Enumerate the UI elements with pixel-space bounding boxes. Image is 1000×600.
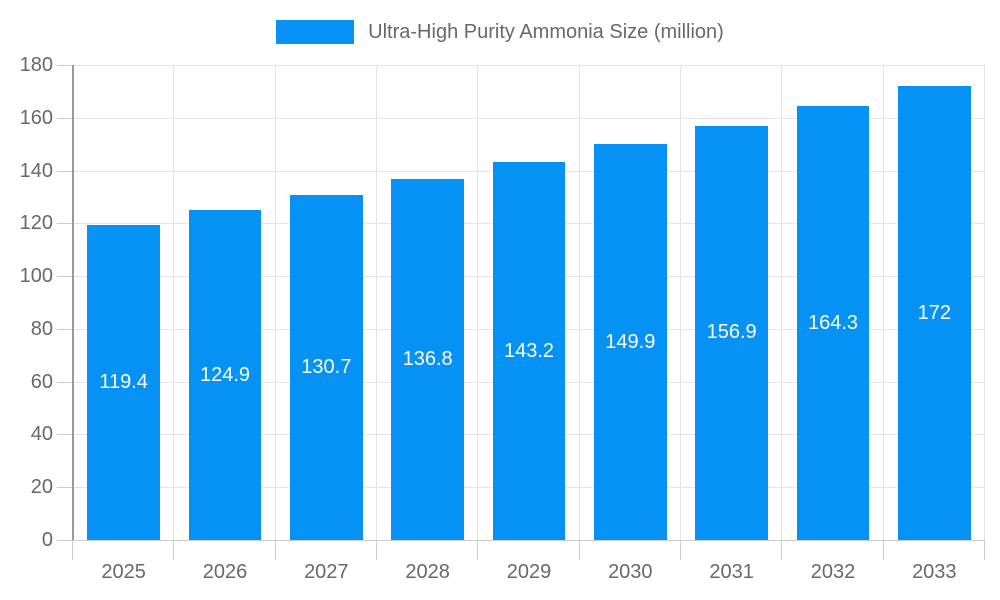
y-axis-tick (57, 223, 73, 225)
x-axis-tick (578, 540, 580, 560)
y-axis-tick-label: 180 (19, 54, 53, 76)
legend-item[interactable]: Ultra-High Purity Ammonia Size (million) (276, 20, 724, 44)
gridline-vertical (984, 65, 985, 540)
x-axis-tick-label: 2027 (304, 561, 349, 583)
x-axis-tick (679, 540, 681, 560)
gridline-vertical (274, 65, 276, 540)
x-axis-tick-label: 2030 (608, 561, 653, 583)
gridline-vertical (578, 65, 580, 540)
x-axis-tick-label: 2031 (709, 561, 754, 583)
x-axis-tick-label: 2032 (810, 561, 856, 583)
y-axis-tick-label: 80 (30, 317, 53, 340)
legend-label: Ultra-High Purity Ammonia Size (million) (368, 20, 724, 43)
bar[interactable]: 149.9 (593, 144, 667, 540)
bar-value-label: 156.9 (706, 321, 757, 344)
bar-value-label: 130.7 (301, 356, 352, 379)
gridline-vertical (477, 65, 479, 540)
y-axis-tick (57, 276, 73, 278)
bar[interactable]: 136.8 (391, 179, 465, 540)
x-axis-tick (477, 540, 479, 560)
x-axis-tick-label: 2026 (202, 561, 248, 583)
bar-value-label: 164.3 (807, 311, 859, 334)
x-axis-tick (173, 540, 175, 560)
bar[interactable]: 124.9 (188, 210, 262, 540)
bar[interactable]: 119.4 (87, 224, 161, 540)
bar[interactable]: 164.3 (796, 106, 870, 540)
y-axis-tick-label: 140 (19, 159, 53, 182)
y-axis-line (72, 65, 74, 540)
plot-area: 0 20 40 60 80 100 120 140 160 180 119.4 2025 124.9 20… (20, 55, 985, 582)
y-axis-tick (57, 487, 73, 489)
bar[interactable]: 130.7 (289, 195, 363, 540)
x-axis-tick (882, 540, 884, 560)
gridline-vertical (173, 65, 175, 540)
x-axis-tick-label: 2029 (506, 561, 552, 583)
y-axis-tick (57, 170, 73, 172)
bar-value-label: 119.4 (99, 370, 148, 393)
x-axis-tick (375, 540, 377, 560)
gridline-vertical (882, 65, 884, 540)
gridline-horizontal (73, 65, 985, 66)
y-axis-tick (57, 328, 73, 330)
bar[interactable]: 143.2 (492, 162, 566, 540)
y-axis-tick-label: 120 (19, 212, 53, 235)
bar[interactable]: 172 (897, 86, 971, 540)
y-axis-tick (57, 65, 73, 66)
x-axis-tick (274, 540, 276, 560)
gridline-vertical (679, 65, 681, 540)
y-axis-tick-label: 60 (30, 370, 53, 393)
y-axis-tick-label: 20 (30, 476, 53, 499)
legend-swatch-icon (276, 20, 355, 44)
bar-value-label: 149.9 (605, 330, 656, 353)
y-axis-tick-label: 0 (41, 529, 53, 551)
y-axis-tick (57, 540, 73, 541)
y-axis-tick-label: 100 (19, 265, 53, 288)
y-axis-tick-label: 160 (19, 106, 53, 129)
bar-value-label: 143.2 (503, 339, 555, 362)
bar[interactable]: 156.9 (695, 125, 769, 540)
x-axis-tick-label: 2025 (101, 561, 146, 583)
gridline-vertical (375, 65, 377, 540)
bar-value-label: 172 (917, 301, 951, 324)
x-axis-tick-label: 2028 (405, 561, 450, 583)
x-axis-tick (781, 540, 783, 560)
gridline-vertical (781, 65, 783, 540)
bar-value-label: 124.9 (199, 363, 251, 386)
x-axis-tick-label: 2033 (912, 561, 957, 583)
y-axis-tick (57, 434, 73, 436)
x-axis-tick (984, 540, 985, 560)
y-axis-tick (57, 381, 73, 383)
x-axis-tick (72, 540, 73, 560)
y-axis-tick-label: 40 (30, 423, 53, 446)
legend: Ultra-High Purity Ammonia Size (million) (0, 20, 1000, 44)
gridline-horizontal (73, 117, 985, 119)
bar-value-label: 136.8 (402, 348, 453, 370)
y-axis-tick (57, 117, 73, 119)
